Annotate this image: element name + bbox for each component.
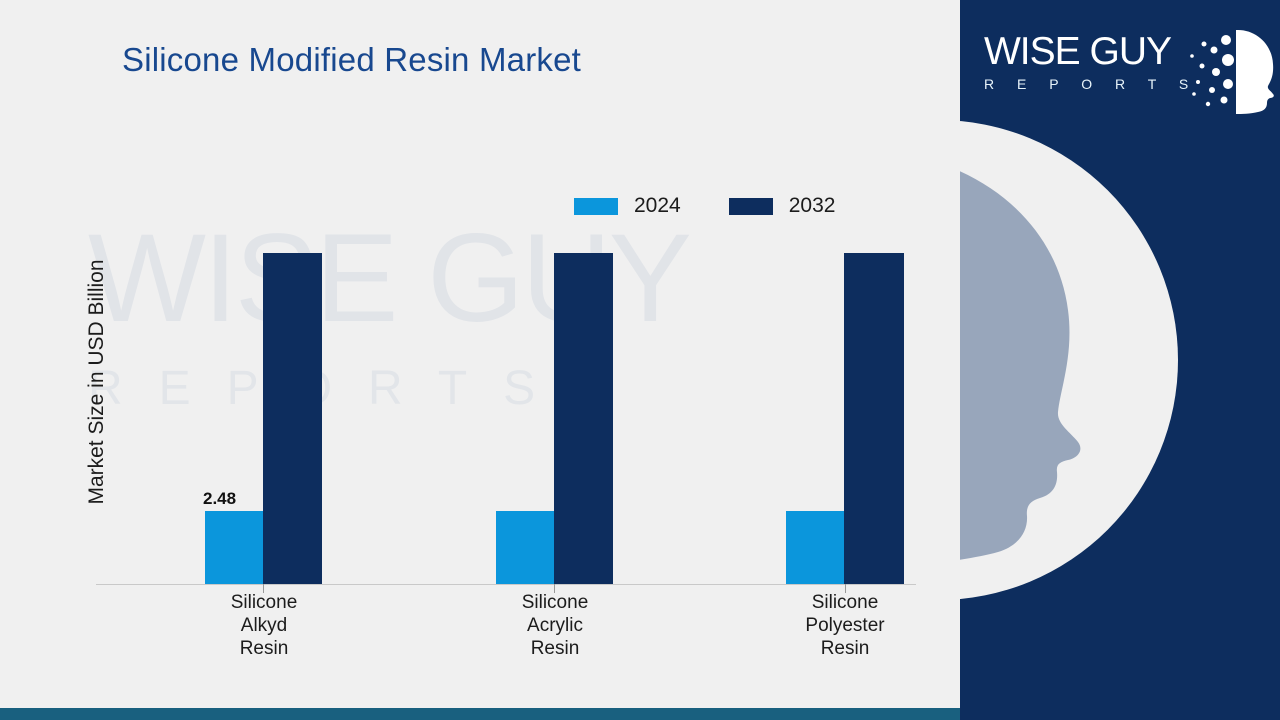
legend-swatch-icon bbox=[574, 197, 618, 215]
category-label-line: Alkyd bbox=[240, 615, 288, 636]
category-label-silicone-polyester-resin: Silicone Polyester Resin bbox=[745, 591, 945, 660]
legend-item-2024[interactable]: 2024 bbox=[574, 194, 681, 218]
legend-swatch-icon bbox=[728, 197, 773, 215]
bar-2024-silicone-alkyd-resin[interactable] bbox=[205, 511, 263, 584]
brand-panel: WISE GUY R E P O R T S bbox=[960, 0, 1280, 720]
y-axis-label: Market Size in USD Billion bbox=[85, 259, 108, 505]
legend-label: 2032 bbox=[788, 194, 836, 217]
category-label-line: Acrylic bbox=[527, 615, 583, 636]
bar-2024-silicone-polyester-resin[interactable] bbox=[786, 511, 844, 584]
logo-head-dots-icon bbox=[1190, 30, 1274, 114]
page-title: Silicone Modified Resin Market bbox=[122, 41, 582, 78]
category-label-line: Silicone bbox=[230, 592, 298, 613]
x-axis-tick bbox=[845, 584, 846, 593]
bar-chart: Market Size in USD Billion 2.48 Silicone… bbox=[85, 253, 945, 660]
category-label-line: Silicone bbox=[521, 592, 589, 613]
bar-value-label: 2.48 bbox=[203, 489, 237, 508]
x-axis-tick bbox=[263, 584, 264, 593]
molecular-dots-decoration bbox=[960, 120, 1180, 610]
x-axis-baseline bbox=[96, 584, 916, 585]
category-label-silicone-alkyd-resin: Silicone Alkyd Resin bbox=[164, 591, 364, 660]
footer-accent-bar bbox=[0, 708, 960, 720]
chart-legend: 2024 2032 bbox=[574, 194, 835, 218]
head-silhouette-icon bbox=[960, 171, 1081, 560]
bar-2032-silicone-acrylic-resin[interactable] bbox=[554, 253, 613, 584]
brand-logo: WISE GUY R E P O R T S bbox=[984, 30, 1274, 114]
category-label-line: Resin bbox=[820, 638, 870, 659]
category-label-line: Silicone bbox=[811, 592, 879, 613]
category-label-silicone-acrylic-resin: Silicone Acrylic Resin bbox=[455, 591, 655, 660]
legend-item-2032[interactable]: 2032 bbox=[728, 194, 836, 218]
brand-logo-wordmark: WISE GUY bbox=[984, 30, 1172, 73]
category-label-line: Resin bbox=[530, 638, 580, 659]
bar-2024-silicone-acrylic-resin[interactable] bbox=[496, 511, 554, 584]
bar-2032-silicone-alkyd-resin[interactable] bbox=[263, 253, 322, 584]
x-axis-tick bbox=[554, 584, 555, 593]
category-label-line: Resin bbox=[239, 638, 289, 659]
bar-2032-silicone-polyester-resin[interactable] bbox=[844, 253, 904, 584]
legend-label: 2024 bbox=[634, 194, 681, 217]
category-label-line: Polyester bbox=[805, 615, 885, 636]
brand-logo-subtitle: R E P O R T S bbox=[984, 76, 1198, 92]
